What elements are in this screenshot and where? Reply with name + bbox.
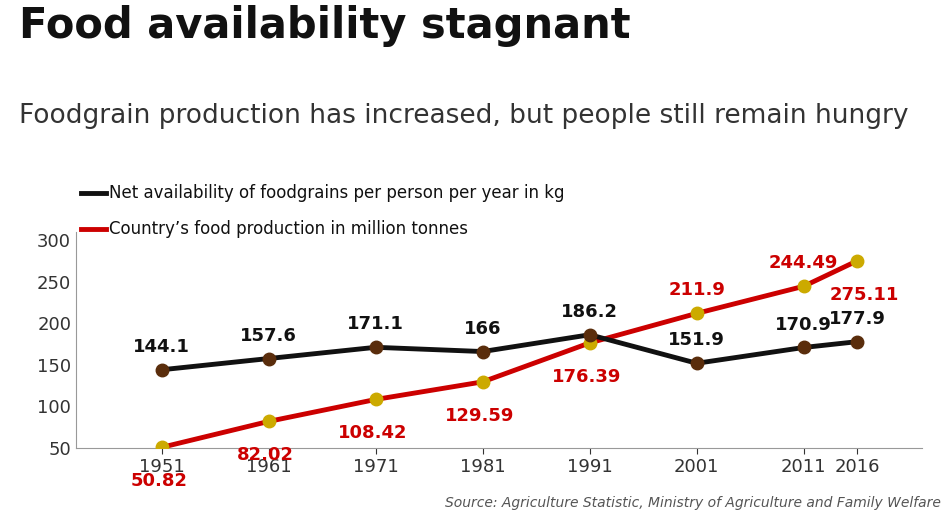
Text: Food availability stagnant: Food availability stagnant <box>19 5 631 47</box>
Text: 171.1: 171.1 <box>348 315 404 333</box>
Text: 166: 166 <box>464 320 502 338</box>
Text: 176.39: 176.39 <box>552 368 621 386</box>
Text: 275.11: 275.11 <box>829 286 899 304</box>
Text: 108.42: 108.42 <box>338 424 408 442</box>
Text: 244.49: 244.49 <box>770 254 839 272</box>
Text: 157.6: 157.6 <box>240 327 297 345</box>
Text: 170.9: 170.9 <box>775 316 832 334</box>
Text: Net availability of foodgrains per person per year in kg: Net availability of foodgrains per perso… <box>109 184 564 202</box>
Text: 186.2: 186.2 <box>561 303 618 321</box>
Text: Country’s food production in million tonnes: Country’s food production in million ton… <box>109 220 468 238</box>
Text: Source: Agriculture Statistic, Ministry of Agriculture and Family Welfare: Source: Agriculture Statistic, Ministry … <box>445 496 940 510</box>
Text: 177.9: 177.9 <box>828 310 885 328</box>
Text: 211.9: 211.9 <box>668 282 725 300</box>
Text: 82.02: 82.02 <box>238 447 294 465</box>
Text: 144.1: 144.1 <box>133 338 190 356</box>
Text: 129.59: 129.59 <box>446 407 515 425</box>
Text: Foodgrain production has increased, but people still remain hungry: Foodgrain production has increased, but … <box>19 103 908 129</box>
Text: 50.82: 50.82 <box>130 472 187 490</box>
Text: 151.9: 151.9 <box>668 331 725 349</box>
